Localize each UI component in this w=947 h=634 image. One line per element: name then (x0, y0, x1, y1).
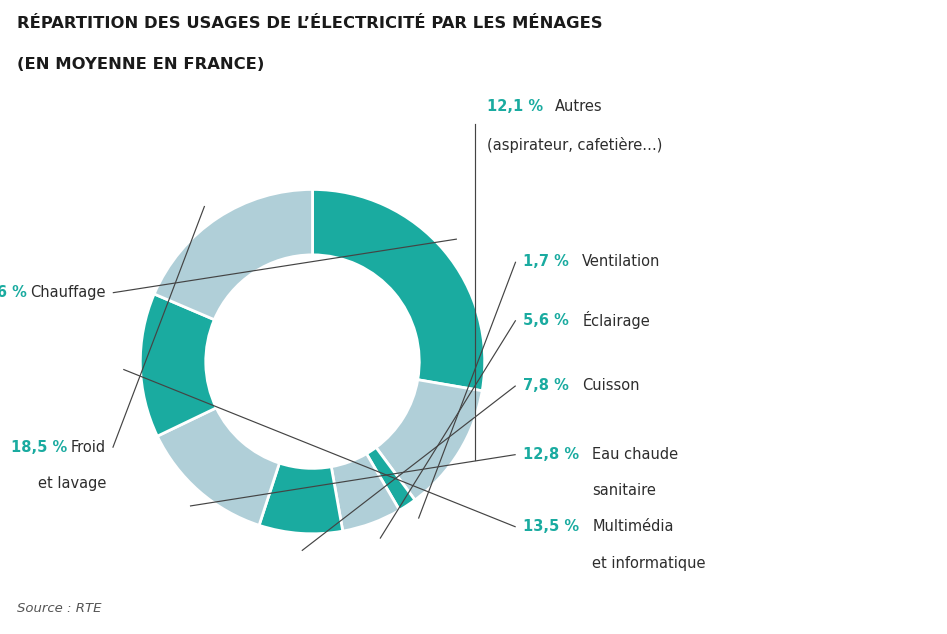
Wedge shape (366, 448, 415, 510)
Wedge shape (154, 190, 313, 320)
Text: Eau chaude: Eau chaude (593, 447, 679, 462)
Wedge shape (331, 454, 400, 531)
Text: Autres: Autres (555, 100, 602, 114)
Text: 5,6 %: 5,6 % (523, 313, 568, 328)
Text: Multimédia: Multimédia (593, 519, 674, 534)
Text: Éclairage: Éclairage (582, 311, 650, 329)
Text: 1,7 %: 1,7 % (523, 254, 568, 269)
Text: Ventilation: Ventilation (582, 254, 661, 269)
Text: sanitaire: sanitaire (593, 483, 656, 498)
Text: Chauffage: Chauffage (30, 285, 106, 301)
Text: Froid: Froid (71, 440, 106, 455)
Text: 7,8 %: 7,8 % (523, 378, 568, 393)
Wedge shape (157, 408, 279, 526)
Text: RÉPARTITION DES USAGES DE L’ÉLECTRICITÉ PAR LES MÉNAGES: RÉPARTITION DES USAGES DE L’ÉLECTRICITÉ … (17, 16, 602, 31)
Text: et informatique: et informatique (593, 555, 706, 571)
Text: (aspirateur, cafetière…): (aspirateur, cafetière…) (487, 137, 662, 153)
Text: Source : RTE: Source : RTE (17, 602, 101, 615)
Text: Cuisson: Cuisson (582, 378, 640, 393)
Text: 12,1 %: 12,1 % (487, 100, 543, 114)
Text: 27,6 %: 27,6 % (0, 285, 27, 301)
Text: 13,5 %: 13,5 % (523, 519, 579, 534)
Wedge shape (259, 463, 343, 534)
Wedge shape (376, 380, 482, 500)
Wedge shape (140, 294, 216, 436)
Text: 12,8 %: 12,8 % (523, 447, 579, 462)
Text: (EN MOYENNE EN FRANCE): (EN MOYENNE EN FRANCE) (17, 57, 264, 72)
Wedge shape (313, 190, 485, 391)
Text: 18,5 %: 18,5 % (11, 440, 67, 455)
Text: et lavage: et lavage (38, 476, 106, 491)
